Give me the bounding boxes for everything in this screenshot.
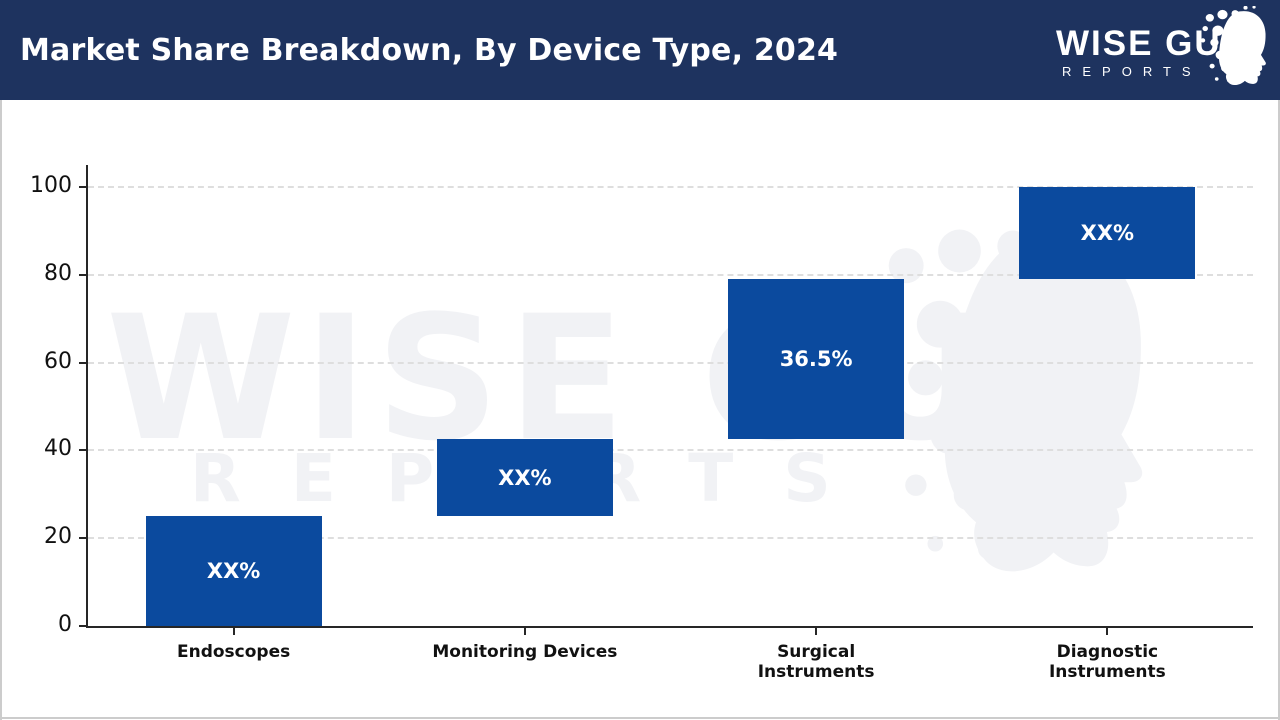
y-tick-label: 80 bbox=[44, 260, 72, 286]
gridline bbox=[88, 273, 1253, 276]
x-axis-category-label: Diagnostic Instruments bbox=[1048, 642, 1166, 683]
y-tick-mark bbox=[79, 537, 87, 540]
bottom-border bbox=[0, 717, 1280, 719]
wise-guy-logo: WISE GUY REPORTS bbox=[1024, 0, 1274, 100]
gridline bbox=[88, 361, 1253, 364]
x-axis-category-label: Monitoring Devices bbox=[432, 642, 618, 662]
x-tick-mark bbox=[1106, 628, 1109, 635]
y-tick-label: 100 bbox=[30, 173, 72, 198]
bar-value-label: 36.5% bbox=[779, 347, 853, 372]
header-bar: Market Share Breakdown, By Device Type, … bbox=[0, 0, 1280, 100]
dotted-head-logo-icon bbox=[1200, 6, 1266, 86]
y-tick-mark bbox=[79, 273, 87, 276]
bar: XX% bbox=[1019, 187, 1196, 280]
y-tick-mark bbox=[79, 361, 87, 364]
y-tick-mark bbox=[79, 625, 87, 627]
x-tick-mark bbox=[523, 628, 526, 635]
bar: XX% bbox=[145, 516, 322, 626]
gridline bbox=[88, 186, 1253, 188]
right-border bbox=[1278, 100, 1280, 720]
page-title: Market Share Breakdown, By Device Type, … bbox=[20, 32, 839, 68]
bar: XX% bbox=[436, 439, 613, 517]
x-tick-mark bbox=[232, 628, 235, 635]
x-axis-line bbox=[86, 626, 1253, 628]
watermark-head-icon bbox=[867, 212, 1143, 572]
x-axis-category-label: Endoscopes bbox=[176, 642, 291, 662]
gridline bbox=[88, 537, 1253, 540]
left-border bbox=[0, 100, 2, 720]
bar-value-label: XX% bbox=[498, 465, 552, 490]
logo-sub-text: REPORTS bbox=[1062, 64, 1202, 79]
bar-value-label: XX% bbox=[206, 559, 261, 584]
chart-area: WISE GU REPORTS 020406080100XX%Endoscope… bbox=[0, 100, 1280, 720]
y-tick-label: 60 bbox=[44, 348, 72, 374]
y-tick-mark bbox=[79, 449, 87, 452]
x-tick-mark bbox=[815, 628, 818, 635]
y-tick-label: 20 bbox=[44, 524, 72, 550]
y-tick-label: 0 bbox=[58, 612, 72, 637]
x-axis-category-label: Surgical Instruments bbox=[757, 642, 875, 683]
y-tick-mark bbox=[79, 186, 87, 188]
plot-region: 0 20 40 60 80 100 XX% Endoscopes XX% Monitoring D… bbox=[0, 100, 1280, 720]
y-tick-label: 40 bbox=[44, 436, 72, 462]
y-axis-line bbox=[86, 165, 88, 628]
gridline bbox=[88, 449, 1253, 452]
bar-value-label: XX% bbox=[1080, 221, 1135, 246]
bar: 36.5% bbox=[728, 279, 905, 440]
